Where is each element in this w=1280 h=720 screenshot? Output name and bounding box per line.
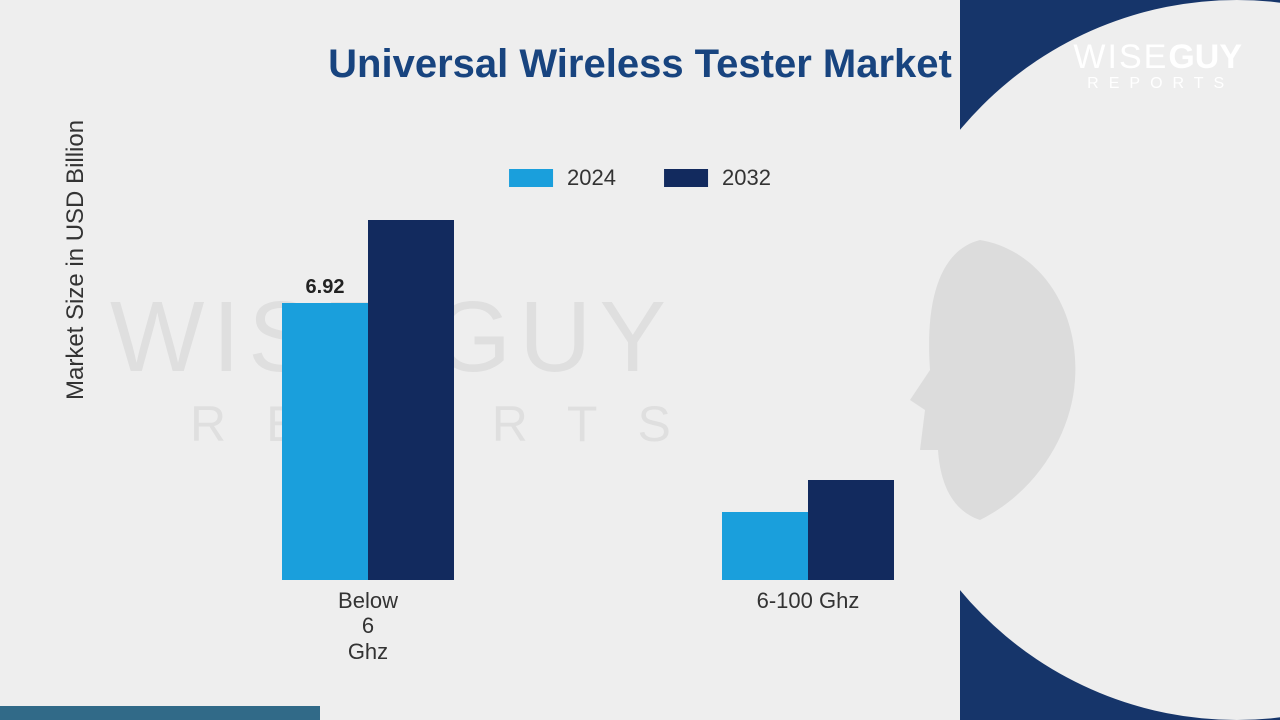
legend-swatch [664, 169, 708, 187]
brand-logo: WISEGUY REPORTS [1073, 40, 1242, 92]
y-axis-label: Market Size in USD Billion [62, 120, 90, 400]
bar [808, 480, 894, 580]
bar [722, 512, 808, 580]
bar-group: 6.92 [278, 220, 458, 580]
legend-item: 2024 [509, 165, 616, 191]
chart-canvas: WISE GUY REPORTS Universal Wireless Test… [0, 0, 1280, 720]
brand-logo-text-bold: GUY [1168, 38, 1242, 76]
legend-label: 2024 [567, 165, 616, 191]
legend-label: 2032 [722, 165, 771, 191]
category-label: 6-100 Ghz [718, 588, 898, 613]
bar [282, 303, 368, 580]
bar-group [718, 480, 898, 580]
brand-logo-text-prefix: WISE [1073, 38, 1168, 76]
brand-logo-subtext: REPORTS [1081, 76, 1234, 92]
legend-swatch [509, 169, 553, 187]
legend-item: 2032 [664, 165, 771, 191]
bar-value-label: 6.92 [306, 276, 345, 299]
category-label: Below6Ghz [278, 588, 458, 664]
category-labels: Below6Ghz 6-100 Ghz [98, 582, 918, 662]
bar-chart: 6.92 [98, 220, 918, 580]
plot-area: 6.92 [98, 220, 918, 580]
arc-cutout [877, 0, 1280, 720]
bottom-accent-strip [0, 706, 320, 720]
chart-title: Universal Wireless Tester Market [328, 42, 952, 87]
legend: 2024 2032 [509, 165, 771, 191]
bar [368, 220, 454, 580]
